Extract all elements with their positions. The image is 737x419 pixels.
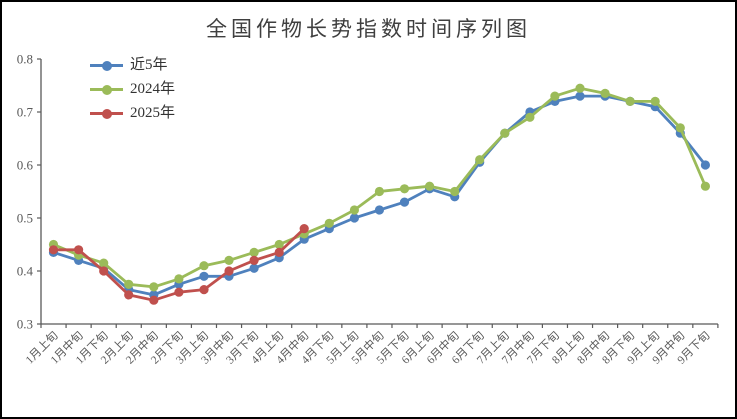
legend-label: 近5年: [130, 57, 168, 73]
data-point: [74, 245, 84, 255]
data-point: [450, 186, 460, 197]
legend-label: 2024年: [130, 81, 176, 97]
y-tick-label: 0.3: [17, 317, 33, 332]
y-tick-label: 0.4: [17, 264, 34, 279]
data-point: [224, 255, 234, 265]
data-point: [500, 128, 510, 138]
legend: 近5年 2024年 2025年: [90, 58, 175, 121]
y-tick-label: 0.8: [17, 52, 33, 67]
data-point: [600, 88, 610, 98]
data-point: [349, 213, 359, 223]
data-point: [525, 112, 535, 122]
legend-dot-icon: [101, 60, 112, 71]
data-point: [374, 205, 384, 215]
data-point: [249, 247, 259, 257]
y-tick-label: 0.5: [17, 211, 33, 226]
data-point: [249, 255, 259, 265]
legend-dot-icon: [101, 108, 112, 119]
data-point: [274, 239, 284, 250]
legend-marker-icon: [90, 60, 123, 71]
y-tick-label: 0.7: [17, 105, 34, 120]
data-point: [249, 263, 259, 273]
legend-marker-icon: [90, 84, 123, 95]
data-point: [324, 218, 334, 228]
data-point: [374, 186, 384, 197]
legend-item: 近5年: [90, 58, 175, 73]
data-point: [124, 279, 134, 289]
legend-dot-icon: [101, 84, 112, 95]
data-point: [675, 123, 685, 133]
data-point: [174, 274, 184, 284]
data-point: [425, 181, 435, 191]
data-point: [149, 295, 159, 305]
data-point: [124, 290, 134, 300]
data-point: [274, 247, 284, 257]
y-tick-label: 0.6: [17, 158, 34, 173]
data-point: [700, 181, 711, 191]
data-point: [299, 224, 309, 234]
legend-item: 2024年: [90, 82, 175, 97]
data-point: [99, 258, 109, 268]
data-point: [199, 271, 209, 281]
data-point: [575, 91, 585, 101]
data-point: [349, 205, 359, 215]
data-point: [224, 266, 234, 276]
data-point: [399, 184, 410, 194]
data-point: [475, 155, 485, 165]
data-point: [199, 261, 209, 271]
data-point: [199, 285, 209, 295]
data-point: [174, 287, 184, 297]
data-point: [700, 160, 711, 170]
data-point: [399, 197, 410, 207]
legend-item: 2025年: [90, 106, 175, 121]
data-point: [149, 282, 159, 292]
legend-marker-icon: [90, 108, 123, 119]
chart-title: 全国作物长势指数时间序列图: [206, 17, 531, 41]
data-point: [575, 83, 585, 93]
data-point: [48, 245, 59, 255]
data-point: [550, 91, 560, 101]
legend-label: 2025年: [130, 105, 176, 121]
data-point: [99, 266, 109, 276]
data-point: [650, 96, 660, 106]
data-point: [625, 96, 635, 106]
